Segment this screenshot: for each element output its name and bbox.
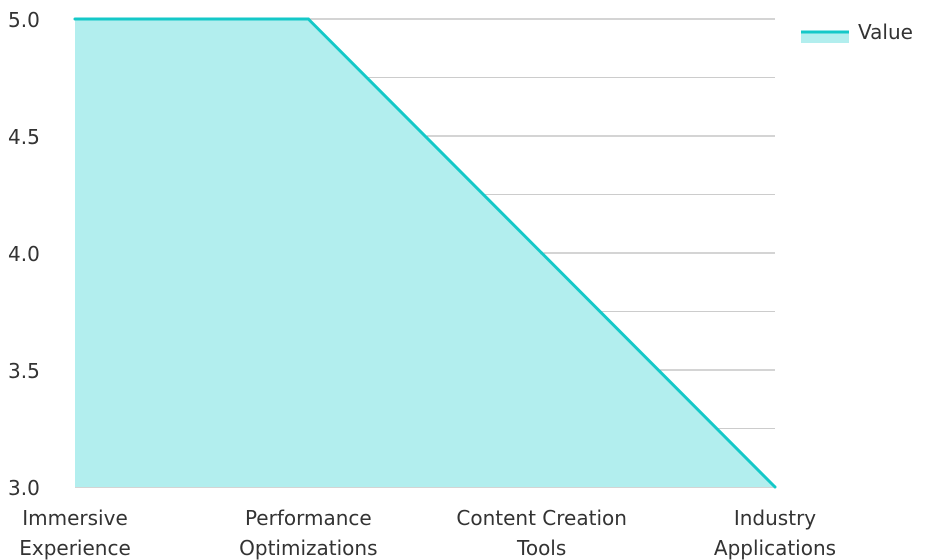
x-tick-label: Industry Applications [714,506,836,560]
x-tick-label: Immersive Experience [19,506,131,560]
y-tick-label: 4.5 [8,125,40,149]
y-tick-label: 3.0 [8,476,40,500]
x-tick-label: Performance Optimizations [239,506,377,560]
series-area-value [75,19,775,487]
series-area-layer [75,19,775,487]
y-tick-label: 3.5 [8,359,40,383]
y-axis: 3.0 3.5 4.0 4.5 5.0 [8,8,40,500]
x-tick-label: Content Creation Tools [456,506,627,560]
data-point [540,251,544,255]
series-line-layer [73,17,777,489]
x-axis: Immersive Experience Performance Optimizati… [19,506,836,560]
legend-swatch-fill [801,31,849,43]
legend: Value [801,20,913,44]
y-tick-label: 5.0 [8,8,40,32]
legend-label: Value [858,20,913,44]
series-line-value [75,17,777,489]
data-point [773,485,777,489]
data-point [73,17,77,21]
data-point [306,17,310,21]
y-tick-label: 4.0 [8,242,40,266]
